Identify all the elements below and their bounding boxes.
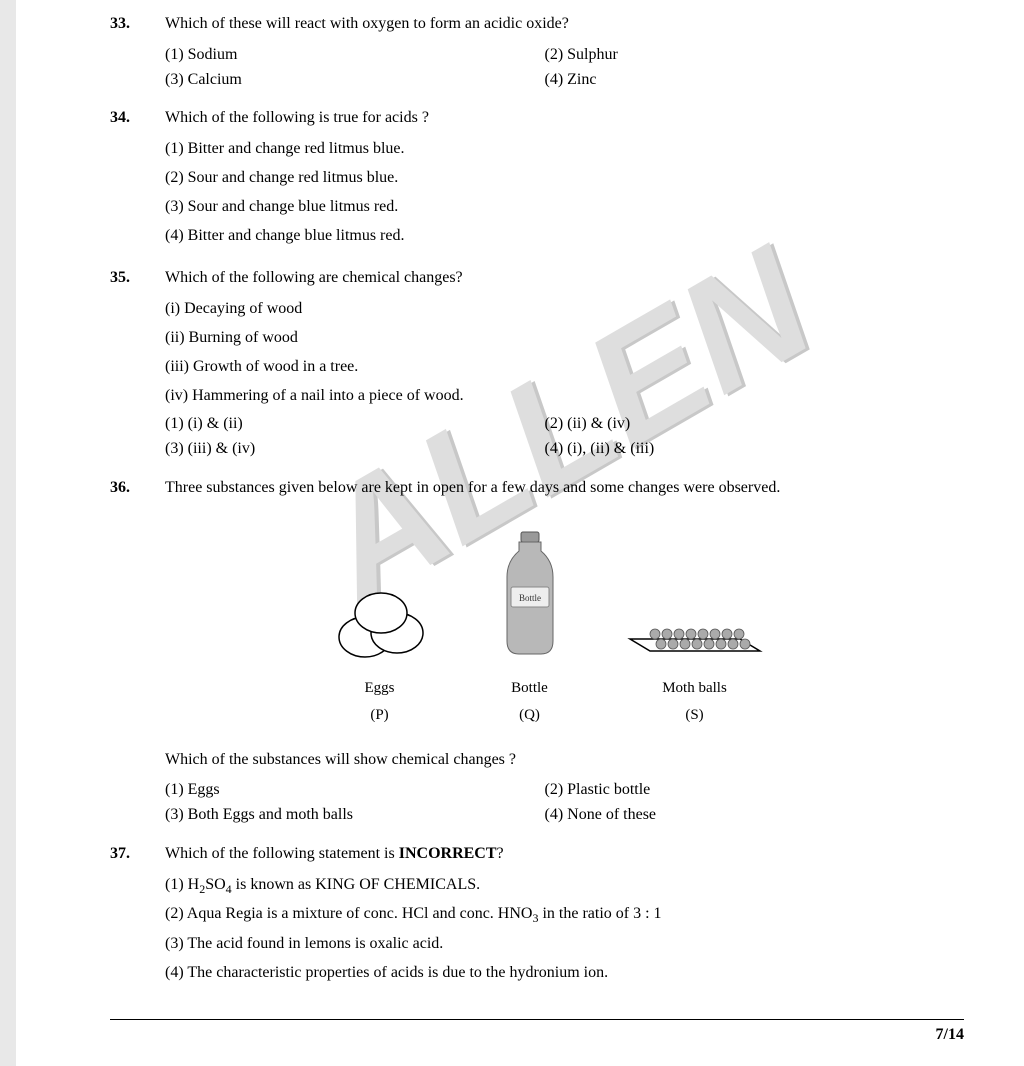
figure-eggs: Eggs (P) xyxy=(325,589,435,728)
question-number: 35. xyxy=(110,266,165,462)
o2-suffix: in the ratio of 3 : 1 xyxy=(538,905,661,922)
q37-text-suffix: ? xyxy=(497,845,504,862)
sub-question-text: Which of the substances will show chemic… xyxy=(165,748,924,773)
option-4: (4) (i), (ii) & (iii) xyxy=(545,437,925,462)
question-36: 36. Three substances given below are kep… xyxy=(110,476,924,828)
option-4: (4) Zinc xyxy=(545,68,925,93)
question-37: 37. Which of the following statement is … xyxy=(110,842,924,990)
questions-container: 33. Which of these will react with oxyge… xyxy=(110,12,924,990)
option-2: (2) Sour and change red litmus blue. xyxy=(165,166,924,191)
option-2: (2) Plastic bottle xyxy=(545,778,925,803)
option-2: (2) Aqua Regia is a mixture of conc. HCl… xyxy=(165,902,924,928)
question-text: Which of the following statement is INCO… xyxy=(165,842,924,867)
figure-label: Moth balls xyxy=(625,677,765,700)
question-number: 36. xyxy=(110,476,165,828)
option-3: (3) Sour and change blue litmus red. xyxy=(165,195,924,220)
option-3: (3) Calcium xyxy=(165,68,545,93)
figure-bottle: Bottle Bottle (Q) xyxy=(495,529,565,728)
bottle-icon: Bottle xyxy=(495,529,565,659)
sub-item-iv: (iv) Hammering of a nail into a piece of… xyxy=(165,384,924,409)
option-4: (4) None of these xyxy=(545,803,925,828)
o1-suffix: is known as KING OF CHEMICALS. xyxy=(232,876,480,893)
o2-prefix: (2) Aqua Regia is a mixture of conc. HCl… xyxy=(165,905,532,922)
question-33: 33. Which of these will react with oxyge… xyxy=(110,12,924,92)
figure-sub: (Q) xyxy=(495,704,565,727)
figure-mothballs: Moth balls (S) xyxy=(625,619,765,728)
option-2: (2) (ii) & (iv) xyxy=(545,412,925,437)
option-1: (1) (i) & (ii) xyxy=(165,412,545,437)
sub-item-ii: (ii) Burning of wood xyxy=(165,326,924,351)
o1-prefix: (1) H xyxy=(165,876,199,893)
option-3: (3) The acid found in lemons is oxalic a… xyxy=(165,932,924,957)
question-text: Which of the following is true for acids… xyxy=(165,106,924,131)
q37-text-bold: INCORRECT xyxy=(399,845,497,862)
question-text: Which of the following are chemical chan… xyxy=(165,266,924,291)
page-footer: 7/14 xyxy=(110,1019,964,1044)
q37-text-prefix: Which of the following statement is xyxy=(165,845,399,862)
figure-sub: (S) xyxy=(625,704,765,727)
sub-item-iii: (iii) Growth of wood in a tree. xyxy=(165,355,924,380)
option-4: (4) The characteristic properties of aci… xyxy=(165,961,924,986)
option-1: (1) Sodium xyxy=(165,43,545,68)
option-1: (1) Eggs xyxy=(165,778,545,803)
question-35: 35. Which of the following are chemical … xyxy=(110,266,924,462)
question-number: 37. xyxy=(110,842,165,990)
option-1: (1) H2SO4 is known as KING OF CHEMICALS. xyxy=(165,873,924,899)
question-text: Three substances given below are kept in… xyxy=(165,476,924,501)
o1-mid: SO xyxy=(205,876,225,893)
option-4: (4) Bitter and change blue litmus red. xyxy=(165,224,924,249)
eggs-icon xyxy=(325,589,435,659)
figure-sub: (P) xyxy=(325,704,435,727)
option-1: (1) Bitter and change red litmus blue. xyxy=(165,137,924,162)
sub-item-i: (i) Decaying of wood xyxy=(165,297,924,322)
question-34: 34. Which of the following is true for a… xyxy=(110,106,924,252)
option-3: (3) (iii) & (iv) xyxy=(165,437,545,462)
left-margin-stripe xyxy=(0,0,16,1066)
figure-row: Eggs (P) Bottle Bottle (Q) xyxy=(165,529,924,728)
question-text: Which of these will react with oxygen to… xyxy=(165,12,924,37)
page-number: 7/14 xyxy=(936,1026,964,1043)
bottle-tag-text: Bottle xyxy=(519,593,541,603)
mothballs-icon xyxy=(625,619,765,659)
figure-label: Eggs xyxy=(325,677,435,700)
option-2: (2) Sulphur xyxy=(545,43,925,68)
question-number: 33. xyxy=(110,12,165,92)
figure-label: Bottle xyxy=(495,677,565,700)
option-3: (3) Both Eggs and moth balls xyxy=(165,803,545,828)
question-number: 34. xyxy=(110,106,165,252)
